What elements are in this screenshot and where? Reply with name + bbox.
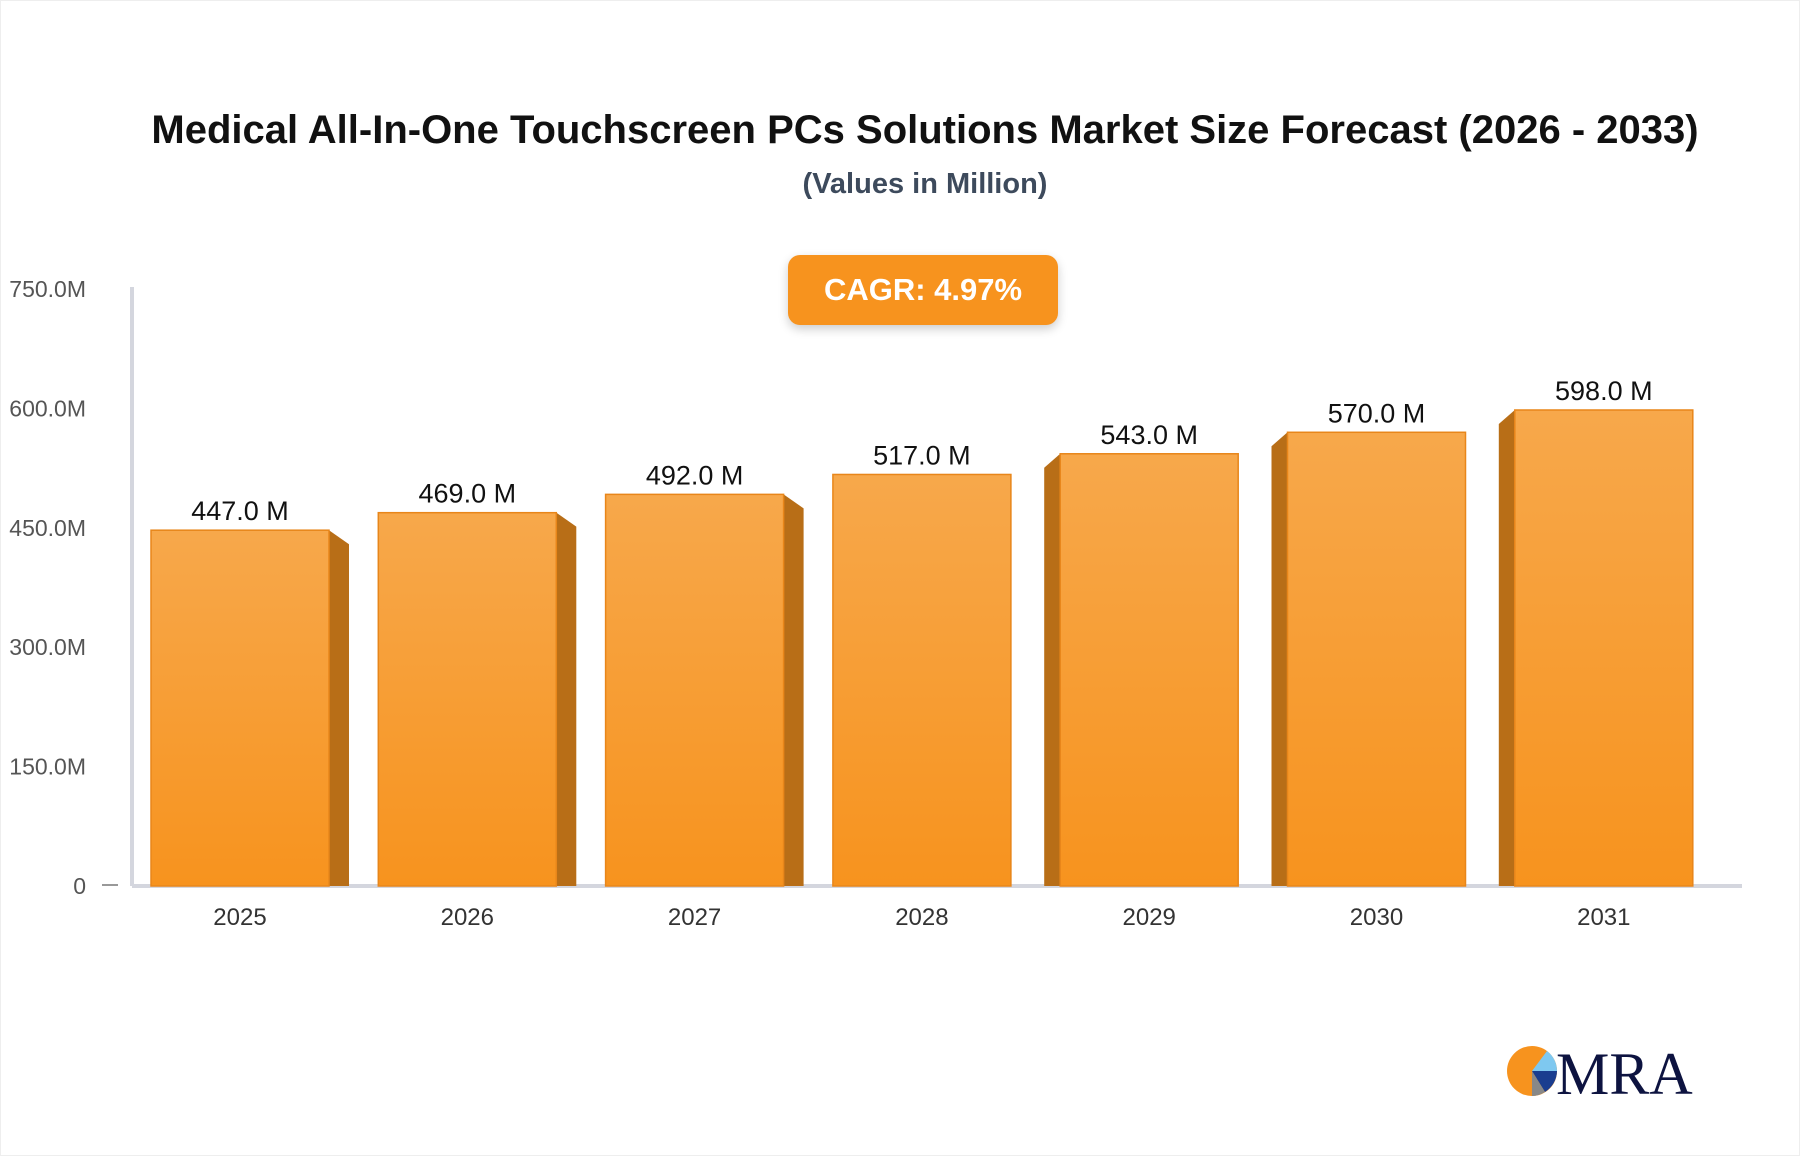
- bar-value-label: 570.0 M: [1328, 398, 1426, 428]
- y-tick-label: 0: [73, 873, 86, 899]
- cagr-badge: CAGR: 4.97%: [788, 255, 1058, 325]
- bar: [832, 473, 1012, 887]
- bar: [1514, 409, 1694, 887]
- y-tick-label: 150.0M: [9, 754, 86, 780]
- x-tick-label: 2027: [668, 904, 721, 931]
- y-tick-label: 750.0M: [9, 276, 86, 302]
- bar-side: [1044, 453, 1061, 886]
- logo-text: MRA: [1556, 1041, 1693, 1106]
- bar-side: [329, 530, 349, 886]
- bar-value-label: 492.0 M: [646, 460, 744, 490]
- x-tick-label: 2028: [895, 904, 948, 931]
- bar: [150, 529, 330, 887]
- bar-side: [556, 512, 577, 886]
- bar-value-label: 517.0 M: [873, 440, 971, 470]
- bar-value-label: 469.0 M: [419, 479, 517, 509]
- bar-side: [1271, 432, 1288, 886]
- x-tick-label: 2025: [213, 904, 266, 931]
- bar-value-label: 447.0 M: [191, 496, 289, 526]
- chart-title: Medical All-In-One Touchscreen PCs Solut…: [151, 108, 1699, 152]
- bar-side: [1498, 409, 1515, 886]
- bar: [1059, 453, 1239, 887]
- bar-value-label: 598.0 M: [1555, 376, 1653, 406]
- y-tick-label: 600.0M: [9, 395, 86, 421]
- bar-value-label: 543.0 M: [1100, 420, 1198, 450]
- y-tick-label: 450.0M: [9, 515, 86, 541]
- mra-logo: MRA: [1507, 1041, 1693, 1106]
- bar-side: [783, 494, 804, 886]
- chart-subtitle: (Values in Million): [802, 168, 1048, 200]
- x-tick-label: 2031: [1577, 904, 1630, 931]
- x-tick-label: 2030: [1350, 904, 1403, 931]
- y-tick-label: 300.0M: [9, 634, 86, 660]
- bar: [1286, 431, 1467, 887]
- bar: [377, 511, 558, 887]
- x-tick-label: 2026: [441, 904, 494, 931]
- bar: [604, 493, 785, 887]
- x-tick-label: 2029: [1123, 904, 1176, 931]
